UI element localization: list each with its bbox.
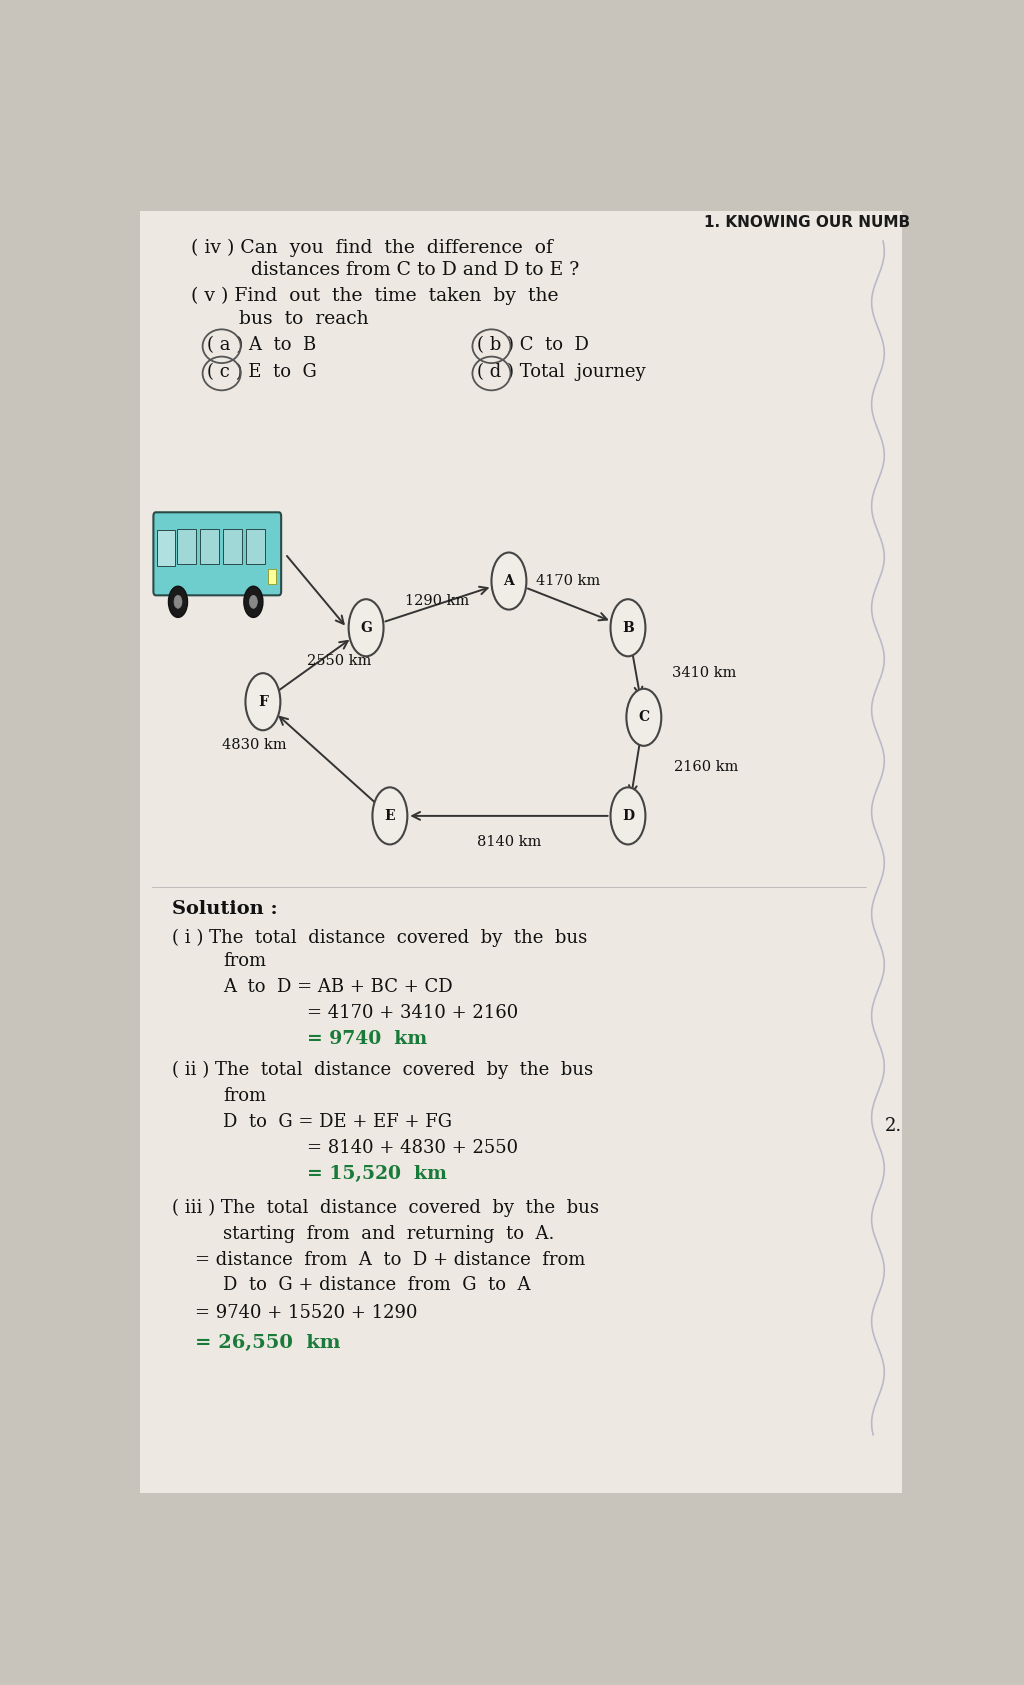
Circle shape	[246, 674, 281, 730]
Text: ( i ) The  total  distance  covered  by  the  bus: ( i ) The total distance covered by the …	[172, 928, 587, 947]
Text: B: B	[623, 620, 634, 635]
Circle shape	[610, 787, 645, 844]
Text: ( iii ) The  total  distance  covered  by  the  bus: ( iii ) The total distance covered by th…	[172, 1198, 599, 1217]
Circle shape	[627, 689, 662, 746]
Text: 8140 km: 8140 km	[477, 836, 541, 849]
FancyBboxPatch shape	[177, 529, 197, 564]
Text: F: F	[258, 694, 268, 709]
FancyBboxPatch shape	[154, 512, 282, 595]
Text: = 8140 + 4830 + 2550: = 8140 + 4830 + 2550	[306, 1139, 518, 1158]
Text: bus  to  reach: bus to reach	[240, 310, 369, 329]
Text: 2160 km: 2160 km	[674, 760, 738, 773]
Text: D  to  G + distance  from  G  to  A: D to G + distance from G to A	[223, 1277, 530, 1294]
Text: ( b ) C  to  D: ( b ) C to D	[477, 335, 589, 354]
Text: = 9740  km: = 9740 km	[306, 1030, 427, 1048]
FancyBboxPatch shape	[223, 529, 243, 564]
Text: 4170 km: 4170 km	[537, 573, 600, 588]
Text: 3410 km: 3410 km	[672, 666, 736, 681]
Text: G: G	[360, 620, 372, 635]
Circle shape	[250, 595, 257, 608]
Text: A  to  D = AB + BC + CD: A to D = AB + BC + CD	[223, 977, 453, 996]
Text: = 15,520  km: = 15,520 km	[306, 1164, 446, 1183]
Text: C: C	[638, 711, 649, 725]
Text: 1. KNOWING OUR NUMB: 1. KNOWING OUR NUMB	[703, 216, 909, 231]
Text: from: from	[223, 952, 266, 971]
Text: ( ii ) The  total  distance  covered  by  the  bus: ( ii ) The total distance covered by the…	[172, 1062, 593, 1080]
FancyBboxPatch shape	[267, 570, 275, 585]
Text: D: D	[622, 809, 634, 822]
Text: = 9740 + 15520 + 1290: = 9740 + 15520 + 1290	[196, 1304, 418, 1321]
Circle shape	[610, 600, 645, 655]
Text: D  to  G = DE + EF + FG: D to G = DE + EF + FG	[223, 1114, 453, 1131]
FancyBboxPatch shape	[201, 529, 219, 564]
Text: starting  from  and  returning  to  A.: starting from and returning to A.	[223, 1225, 555, 1242]
Circle shape	[174, 595, 182, 608]
Text: = distance  from  A  to  D + distance  from: = distance from A to D + distance from	[196, 1250, 586, 1269]
Text: 2550 km: 2550 km	[306, 654, 371, 667]
Circle shape	[492, 553, 526, 610]
Text: distances from C to D and D to E ?: distances from C to D and D to E ?	[251, 261, 580, 278]
Text: ( iv ) Can  you  find  the  difference  of: ( iv ) Can you find the difference of	[191, 239, 553, 256]
Circle shape	[373, 787, 408, 844]
Text: ( a ) A  to  B: ( a ) A to B	[207, 335, 316, 354]
Text: ( d ) Total  journey: ( d ) Total journey	[477, 362, 646, 381]
Text: Solution :: Solution :	[172, 900, 278, 918]
Text: E: E	[385, 809, 395, 822]
Circle shape	[348, 600, 384, 655]
Text: A: A	[504, 575, 514, 588]
FancyBboxPatch shape	[158, 531, 175, 566]
Circle shape	[169, 586, 187, 617]
FancyBboxPatch shape	[140, 211, 902, 1493]
Text: ( c ) E  to  G: ( c ) E to G	[207, 362, 317, 381]
FancyBboxPatch shape	[246, 529, 265, 564]
Circle shape	[244, 586, 263, 617]
Text: from: from	[223, 1087, 266, 1105]
Text: = 26,550  km: = 26,550 km	[196, 1333, 341, 1351]
Text: ( v ) Find  out  the  time  taken  by  the: ( v ) Find out the time taken by the	[191, 286, 559, 305]
Text: = 4170 + 3410 + 2160: = 4170 + 3410 + 2160	[306, 1004, 518, 1023]
Text: 2.: 2.	[885, 1117, 902, 1136]
Text: 1290 km: 1290 km	[406, 595, 470, 608]
Text: 4830 km: 4830 km	[222, 738, 287, 752]
